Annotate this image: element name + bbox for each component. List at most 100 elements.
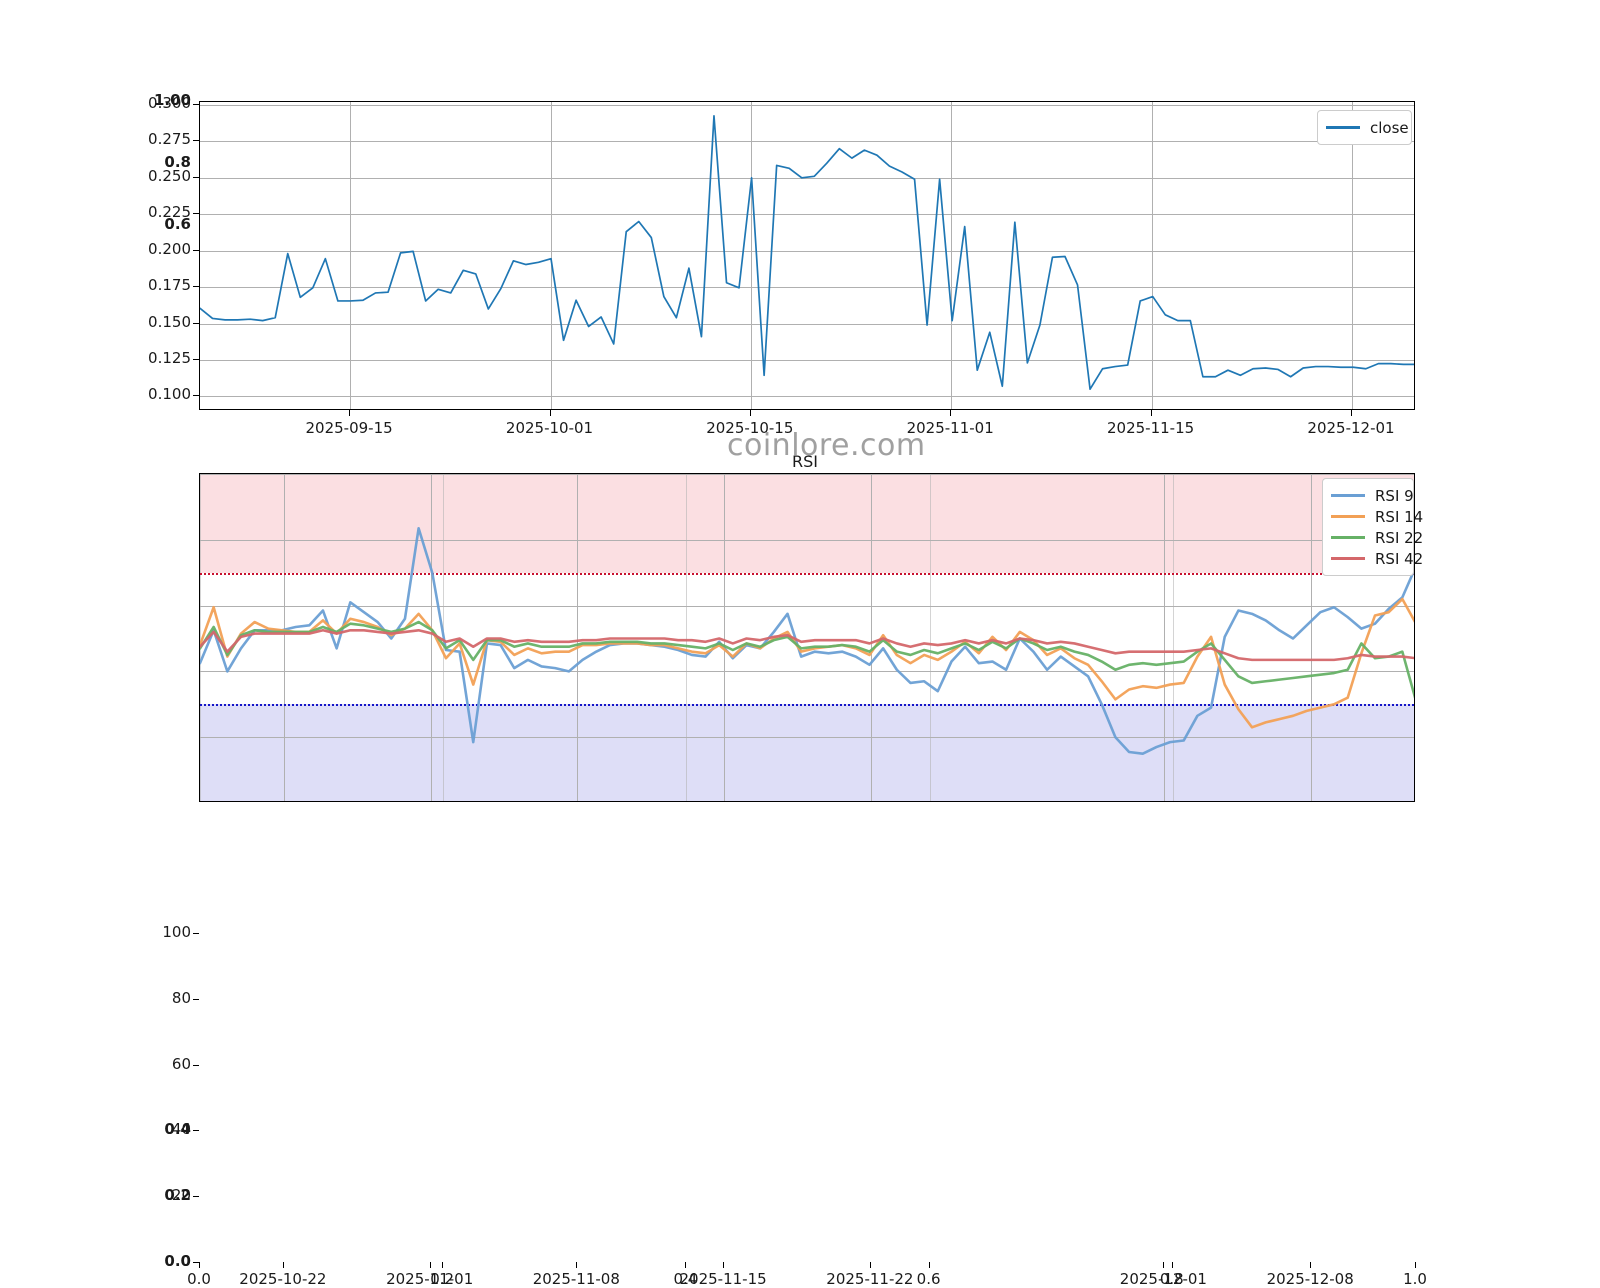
rsi-legend[interactable]: RSI 9 RSI 14 RSI 22 RSI 42 [1322,478,1423,576]
rsi-panel: 100 80 60 40 20 0 2025-10-22 2025-11-01 2025-11… [0,460,1600,1287]
price-y-tick-mark [193,140,199,142]
gridline-horizontal [200,737,1414,739]
rsi-y-tick-mark [193,1130,199,1132]
rsi-y-tick-mark [193,933,199,934]
gridline-horizontal [200,396,1414,398]
price-y-tick-label: 0.300 [148,93,191,112]
legend-label: close [1370,118,1409,137]
price-x-tick-mark [549,410,551,416]
price-x-tick-mark [1150,410,1152,416]
gridline-vertical [1151,102,1153,409]
series-line [200,628,1414,662]
rsi-overlay-x-tick-mark [199,1262,200,1268]
legend-item[interactable]: close [1326,117,1409,138]
rsi-overlay-x-tick-label: 0.6 [916,1270,941,1288]
rsi-y-tick-mark [193,1064,199,1066]
rsi-overlay-x-tick-mark [685,1262,687,1268]
price-y-tick-mark [193,176,199,178]
rsi-overlay-y-tick-label: 0.4 [164,1120,191,1139]
gridline-horizontal [200,474,1414,475]
gridline-horizontal [200,250,1414,252]
price-y-tick-label: 0.200 [148,239,191,258]
gridline-horizontal [200,104,1414,106]
rsi-overlay-y-tick-label: 0.0 [164,1252,191,1270]
gridline-horizontal [200,539,1414,541]
legend-swatch-close [1326,126,1360,129]
series-line [200,526,1414,755]
legend-item[interactable]: RSI 9 [1331,485,1414,506]
legend-swatch-rsi-14 [1331,515,1365,518]
gridline-vertical [577,474,579,801]
price-x-tick-label: 2025-10-01 [505,419,594,437]
price-y-tick-mark [193,359,199,360]
gridline-horizontal [200,605,1414,607]
rsi-x-tick-mark [429,1262,431,1268]
rsi-x-tick-mark [723,1262,725,1268]
gridline-horizontal [200,323,1414,325]
legend-label: RSI 22 [1375,528,1424,547]
gridline-vertical [1311,474,1313,801]
rsi-y-tick-label: 100 [162,923,191,941]
gridline-horizontal [200,214,1414,216]
price-x-tick-mark [749,410,751,416]
rsi-x-tick-label: 2025-11-08 [532,1270,620,1288]
price-x-tick-label: 2025-12-01 [1307,419,1395,437]
coinlore-watermark: coinlore.com [727,428,926,463]
gridline-vertical-overlay [686,474,688,801]
price-y-tick-label: 0.275 [148,130,191,149]
rsi-overlay-x-tick-label: 0.0 [187,1270,211,1288]
gridline-vertical [283,474,285,801]
legend-label: RSI 42 [1375,549,1424,568]
overbought-line [200,572,1414,575]
gridline-vertical [550,102,552,409]
rsi-title: RSI [792,452,818,471]
legend-swatch-rsi-9 [1331,494,1365,497]
rsi-y-tick-label: 60 [171,1054,191,1073]
rsi-line-chart [200,526,1414,755]
rsi-overlay-x-tick-mark [442,1262,444,1268]
gridline-vertical-overlay [929,474,931,801]
price-overlay-y-tick-label: 1.00 [153,91,191,109]
legend-label: RSI 9 [1375,486,1414,505]
gridline-horizontal [200,177,1414,179]
rsi-overlay-x-tick-label: 1.0 [1403,1270,1427,1288]
price-x-tick-label: 2025-09-15 [305,419,393,437]
series-line [200,597,1414,729]
gridline-horizontal [200,287,1414,289]
gridline-vertical [750,102,752,409]
legend-item[interactable]: RSI 22 [1331,527,1423,548]
gridline-vertical-overlay [1172,474,1174,801]
price-y-tick-mark [193,103,199,105]
rsi-x-tick-mark [282,1262,284,1268]
price-x-tick-label: 2025-10-15 [706,419,794,437]
price-y-tick-mark [193,322,199,324]
gridline-horizontal [200,671,1414,673]
oversold-line [200,704,1414,707]
price-x-tick-mark [1351,410,1352,416]
rsi-x-tick-mark [869,1262,871,1268]
price-y-tick-label: 0.125 [148,349,191,367]
rsi-plot-area [199,473,1415,802]
rsi-overlay-x-tick-label: 0.2 [430,1270,455,1288]
rsi-overlay-x-tick-mark [1171,1262,1173,1268]
overbought-zone [200,474,1414,573]
price-panel: 0.300 0.275 0.250 0.225 0.200 0.175 0.150 0.125… [0,0,1600,460]
price-legend[interactable]: close [1317,110,1412,145]
rsi-overlay-x-tick-label: 0.4 [673,1270,698,1288]
price-y-tick-label: 0.150 [148,312,191,331]
rsi-overlay-x-tick-mark [928,1262,930,1268]
price-x-tick-mark [349,410,351,416]
price-y-tick-label: 0.175 [148,276,191,295]
rsi-overlay-y-tick-label: 0.2 [164,1186,191,1205]
rsi-overlay-x-tick-label: 0.8 [1159,1270,1184,1288]
price-y-tick-mark [193,249,199,251]
rsi-overlay-x-tick-mark [1415,1262,1416,1268]
price-y-tick-mark [193,395,199,397]
gridline-vertical [724,474,726,801]
legend-swatch-rsi-42 [1331,557,1365,560]
legend-item[interactable]: RSI 14 [1331,506,1423,527]
price-x-tick-mark [950,410,952,416]
gridline-vertical [951,102,953,409]
legend-item[interactable]: RSI 42 [1331,548,1423,569]
rsi-x-tick-label: 2025-12-08 [1266,1270,1354,1288]
